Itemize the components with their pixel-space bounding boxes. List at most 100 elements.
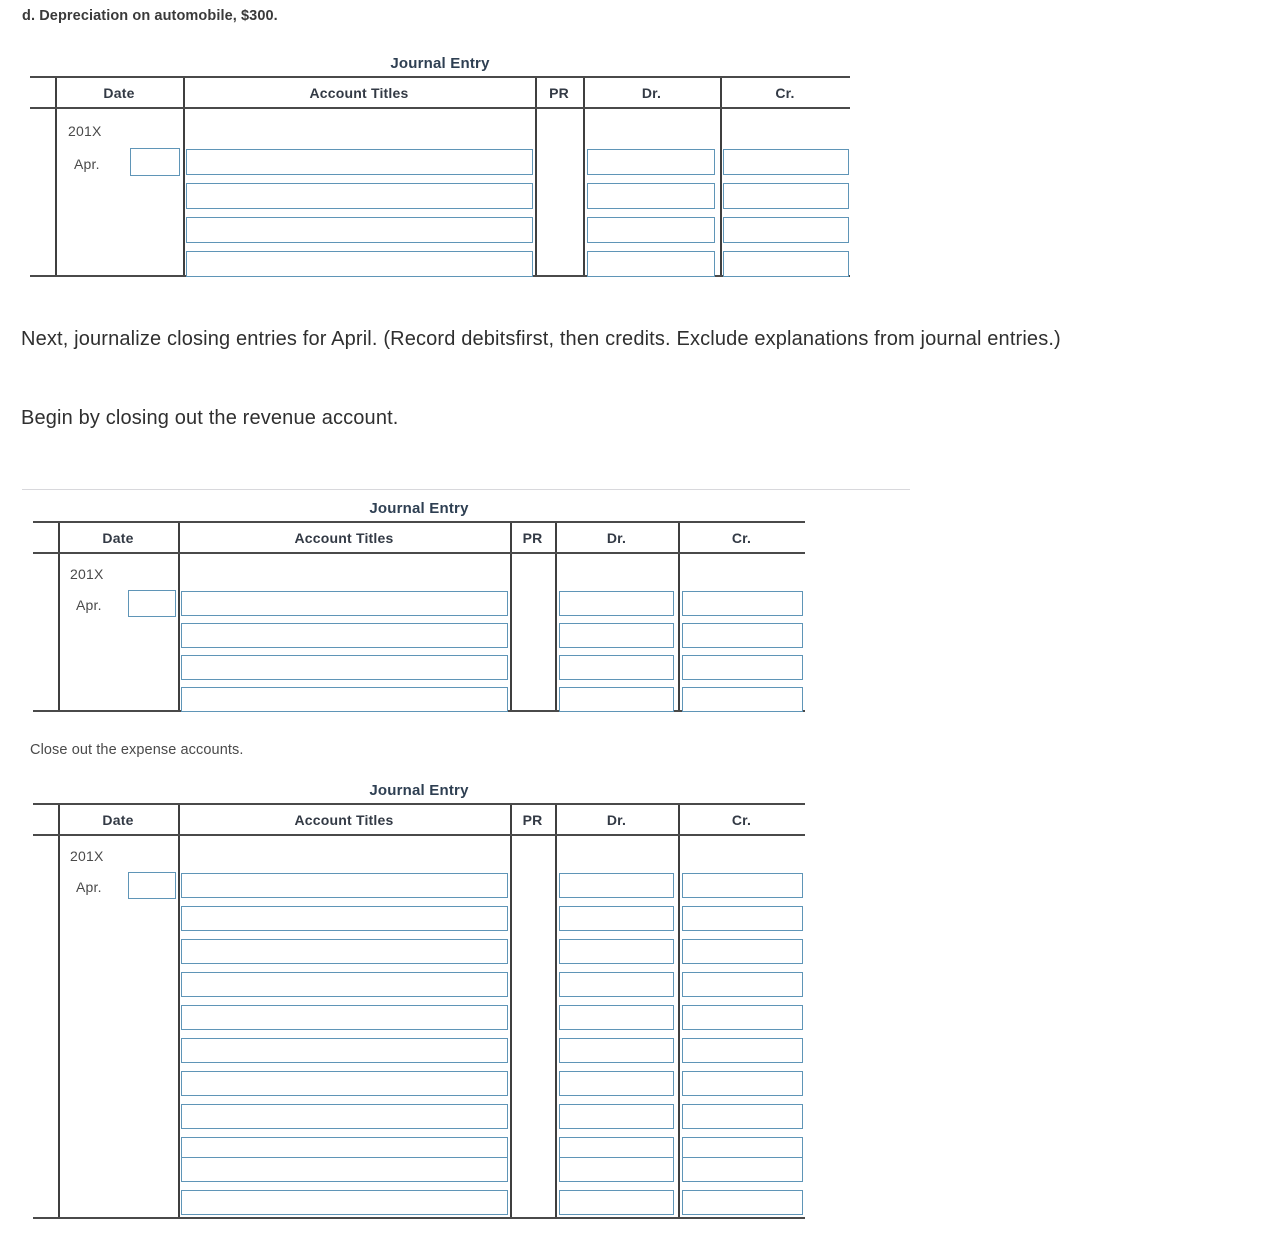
account-title-input[interactable] (181, 1104, 508, 1129)
debit-amount-input[interactable] (559, 687, 674, 712)
account-title-input[interactable] (186, 183, 533, 209)
column-header-dr: Dr. (641, 84, 662, 101)
credit-amount-input[interactable] (723, 251, 849, 277)
column-header-cr: Cr. (775, 84, 795, 101)
column-rule-pr-right (555, 805, 557, 1217)
credit-amount-input[interactable] (682, 906, 803, 931)
column-header-cr: Cr. (731, 529, 752, 546)
credit-amount-input[interactable] (723, 149, 849, 175)
account-title-input[interactable] (181, 1005, 508, 1030)
column-header-pr: PR (549, 84, 569, 101)
debit-amount-input[interactable] (559, 623, 674, 648)
debit-amount-input[interactable] (559, 1038, 674, 1063)
journal-table-header-row: Date Account Titles PR Dr. Cr. (30, 78, 850, 109)
debit-amount-input[interactable] (559, 972, 674, 997)
column-rule-pr-right (555, 523, 557, 710)
account-title-input[interactable] (181, 623, 508, 648)
credit-amount-input[interactable] (682, 1190, 803, 1215)
account-title-input[interactable] (181, 655, 508, 680)
credit-amount-input[interactable] (682, 1104, 803, 1129)
journal-table-header-row: Date Account Titles PR Dr. Cr. (33, 523, 805, 554)
debit-amount-input[interactable] (587, 217, 715, 243)
journal-entry-title: Journal Entry (390, 55, 490, 72)
column-rule-date-left (58, 523, 60, 710)
column-header-account-titles: Account Titles (294, 529, 394, 546)
column-header-cr: Cr. (731, 811, 752, 828)
column-header-date: Date (102, 529, 134, 546)
column-header-account-titles: Account Titles (309, 84, 409, 101)
column-header-dr: Dr. (606, 811, 627, 828)
credit-amount-input[interactable] (682, 972, 803, 997)
column-header-pr: PR (522, 811, 543, 828)
debit-amount-input[interactable] (559, 906, 674, 931)
debit-amount-input[interactable] (587, 149, 715, 175)
account-title-input[interactable] (181, 873, 508, 898)
account-title-input[interactable] (181, 591, 508, 616)
instruction-revenue: Begin by closing out the revenue account… (21, 407, 399, 429)
date-year-label: 201X (70, 566, 104, 582)
credit-amount-input[interactable] (723, 183, 849, 209)
debit-amount-input[interactable] (559, 655, 674, 680)
column-rule-dr-right (720, 78, 722, 275)
credit-amount-input[interactable] (682, 1157, 803, 1182)
journal-table: Date Account Titles PR Dr. Cr. 201X Apr. (33, 803, 805, 1219)
journal-entry-table-closing-revenue: Journal Entry Date Account Titles PR Dr.… (33, 500, 805, 712)
date-day-input[interactable] (128, 590, 176, 617)
credit-amount-input[interactable] (682, 1071, 803, 1096)
account-title-input[interactable] (181, 687, 508, 712)
date-year-label: 201X (68, 123, 102, 139)
journal-table: Date Account Titles PR Dr. Cr. 201X Apr. (33, 521, 805, 712)
debit-amount-input[interactable] (559, 873, 674, 898)
column-rule-pr-left (510, 523, 512, 710)
date-day-input[interactable] (130, 148, 180, 176)
journal-table-header-row: Date Account Titles PR Dr. Cr. (33, 805, 805, 836)
credit-amount-input[interactable] (682, 1038, 803, 1063)
date-month-label: Apr. (76, 879, 102, 895)
column-header-pr: PR (522, 529, 543, 546)
column-rule-date-right (183, 78, 185, 275)
account-title-input[interactable] (181, 906, 508, 931)
credit-amount-input[interactable] (723, 217, 849, 243)
journal-table-body: 201X Apr. (30, 109, 850, 277)
debit-amount-input[interactable] (559, 1104, 674, 1129)
debit-amount-input[interactable] (559, 1071, 674, 1096)
debit-amount-input[interactable] (559, 1190, 674, 1215)
column-rule-date-left (55, 78, 57, 275)
journal-entry-title: Journal Entry (369, 782, 469, 799)
column-rule-dr-right (678, 523, 680, 710)
journal-table: Date Account Titles PR Dr. Cr. 201X Apr. (30, 76, 850, 277)
column-rule-date-right (178, 523, 180, 710)
account-title-input[interactable] (181, 1190, 508, 1215)
account-title-input[interactable] (181, 1157, 508, 1182)
debit-amount-input[interactable] (559, 591, 674, 616)
debit-amount-input[interactable] (559, 939, 674, 964)
debit-amount-input[interactable] (587, 251, 715, 277)
debit-amount-input[interactable] (559, 1157, 674, 1182)
account-title-input[interactable] (186, 251, 533, 277)
account-title-input[interactable] (186, 217, 533, 243)
credit-amount-input[interactable] (682, 687, 803, 712)
date-year-label: 201X (70, 848, 104, 864)
date-month-label: Apr. (76, 597, 102, 613)
instruction-expense: Close out the expense accounts. (30, 742, 244, 758)
account-title-input[interactable] (181, 939, 508, 964)
account-title-input[interactable] (181, 1038, 508, 1063)
column-rule-pr-left (510, 805, 512, 1217)
credit-amount-input[interactable] (682, 655, 803, 680)
account-title-input[interactable] (181, 972, 508, 997)
account-title-input[interactable] (181, 1071, 508, 1096)
credit-amount-input[interactable] (682, 873, 803, 898)
credit-amount-input[interactable] (682, 591, 803, 616)
debit-amount-input[interactable] (587, 183, 715, 209)
instruction-paragraph: Next, journalize closing entries for Apr… (21, 328, 1061, 350)
column-rule-date-left (58, 805, 60, 1217)
column-header-date: Date (102, 811, 134, 828)
journal-entry-title: Journal Entry (369, 500, 469, 517)
account-title-input[interactable] (186, 149, 533, 175)
credit-amount-input[interactable] (682, 1005, 803, 1030)
credit-amount-input[interactable] (682, 623, 803, 648)
column-rule-pr-left (535, 78, 537, 275)
date-day-input[interactable] (128, 872, 176, 899)
credit-amount-input[interactable] (682, 939, 803, 964)
debit-amount-input[interactable] (559, 1005, 674, 1030)
